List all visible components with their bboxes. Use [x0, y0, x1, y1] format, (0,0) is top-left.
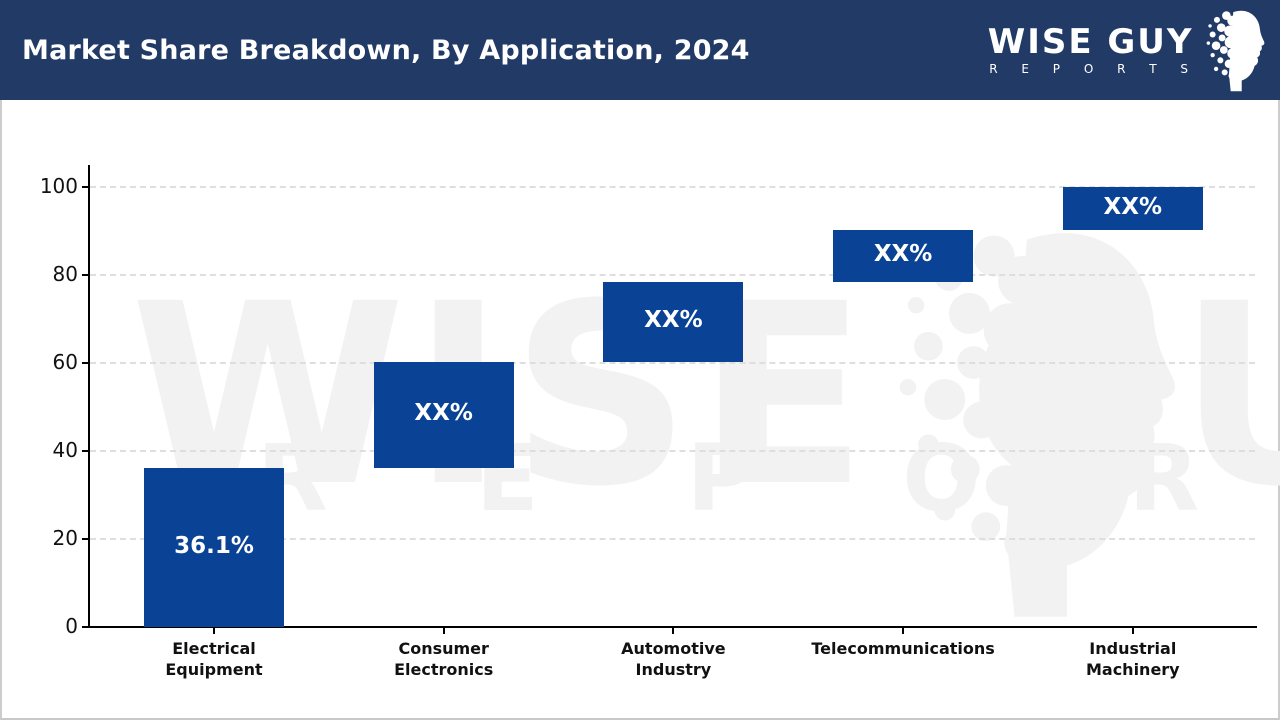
wise-guy-reports-logo: WISE GUY R E P O R T S	[983, 7, 1266, 93]
logo-brand-subtitle: R E P O R T S	[989, 62, 1198, 76]
bar-segment	[373, 361, 514, 469]
y-gridline	[90, 186, 1255, 188]
bar-segment	[144, 468, 284, 627]
y-tick-label: 80	[52, 262, 78, 286]
y-gridline	[90, 362, 1255, 364]
x-tick-mark	[1131, 627, 1134, 634]
y-tick-mark	[82, 186, 90, 188]
y-gridline	[90, 538, 1255, 540]
y-tick-label: 100	[39, 174, 78, 198]
y-gridline	[90, 274, 1255, 276]
logo-head-profile-icon	[1206, 10, 1265, 92]
y-tick-label: 60	[52, 350, 78, 374]
x-axis-category-label: Telecommunications	[811, 639, 995, 658]
y-tick-label: 20	[52, 526, 78, 550]
x-axis-category-label: Electrical Equipment	[165, 639, 263, 679]
x-axis-category-label: Consumer Electronics	[394, 639, 494, 679]
bar-segment	[1062, 187, 1203, 231]
bar-segment	[603, 282, 744, 362]
bar-value-label: XX%	[414, 399, 473, 426]
y-tick-mark	[82, 626, 90, 628]
y-tick-label: 0	[65, 614, 78, 638]
x-axis-category-label: Automotive Industry	[621, 639, 726, 679]
bar-value-label: 36.1%	[174, 532, 254, 559]
x-tick-mark	[213, 627, 215, 634]
bar-segment	[833, 230, 974, 283]
logo-text: WISE GUY R E P O R T S	[983, 24, 1198, 76]
y-tick-mark	[82, 362, 90, 364]
waterfall-chart: 0 20 40 60 80 100 36.1% Electrical Equipment XX%…	[2, 100, 1280, 720]
x-tick-mark	[902, 627, 905, 634]
logo-brand-name: WISE GUY	[987, 22, 1194, 62]
y-tick-mark	[82, 450, 90, 452]
y-gridline	[90, 450, 1255, 452]
bar-value-label: XX%	[644, 307, 703, 334]
x-tick-mark	[672, 627, 675, 634]
chart-title: Market Share Breakdown, By Application, …	[22, 34, 750, 66]
y-tick-label: 40	[52, 438, 78, 462]
y-tick-mark	[82, 274, 90, 276]
y-tick-mark	[82, 538, 90, 540]
x-axis-category-label: Industrial Machinery	[1085, 639, 1180, 679]
header-bar: Market Share Breakdown, By Application, …	[0, 0, 1280, 100]
x-tick-mark	[442, 627, 445, 634]
y-axis-line	[88, 165, 90, 628]
bar-value-label: XX%	[1103, 193, 1163, 220]
bar-value-label: XX%	[873, 241, 933, 268]
